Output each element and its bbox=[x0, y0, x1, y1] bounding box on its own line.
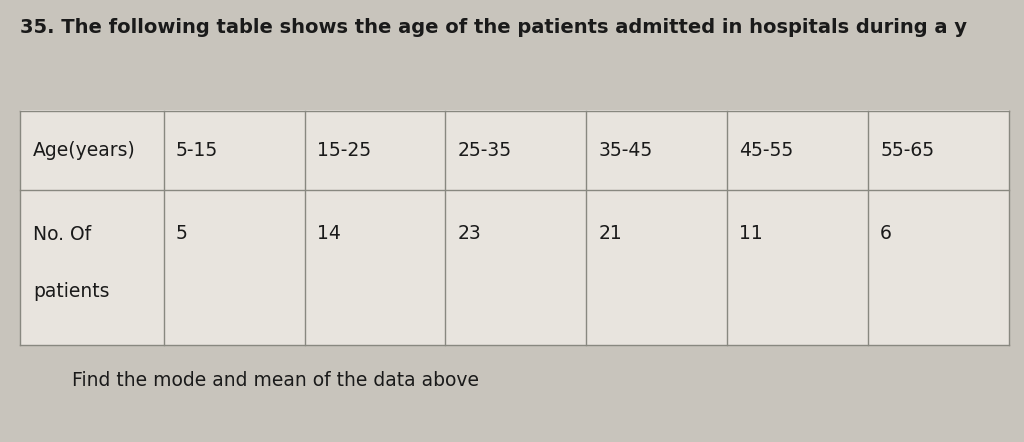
Text: Age(years): Age(years) bbox=[33, 141, 135, 160]
Text: 5-15: 5-15 bbox=[176, 141, 218, 160]
Text: 35-45: 35-45 bbox=[598, 141, 652, 160]
Text: 21: 21 bbox=[598, 224, 623, 243]
Text: 15-25: 15-25 bbox=[316, 141, 371, 160]
Text: 55-65: 55-65 bbox=[880, 141, 934, 160]
Text: Find the mode and mean of the data above: Find the mode and mean of the data above bbox=[72, 371, 478, 390]
Text: 6: 6 bbox=[880, 224, 892, 243]
Text: 35. The following table shows the age of the patients admitted in hospitals duri: 35. The following table shows the age of… bbox=[20, 18, 968, 37]
Text: 45-55: 45-55 bbox=[739, 141, 794, 160]
Text: 14: 14 bbox=[316, 224, 341, 243]
Text: 25-35: 25-35 bbox=[458, 141, 512, 160]
Text: 5: 5 bbox=[176, 224, 188, 243]
Text: patients: patients bbox=[33, 282, 110, 301]
Text: 11: 11 bbox=[739, 224, 763, 243]
Text: 23: 23 bbox=[458, 224, 481, 243]
Text: No. Of: No. Of bbox=[33, 225, 91, 244]
